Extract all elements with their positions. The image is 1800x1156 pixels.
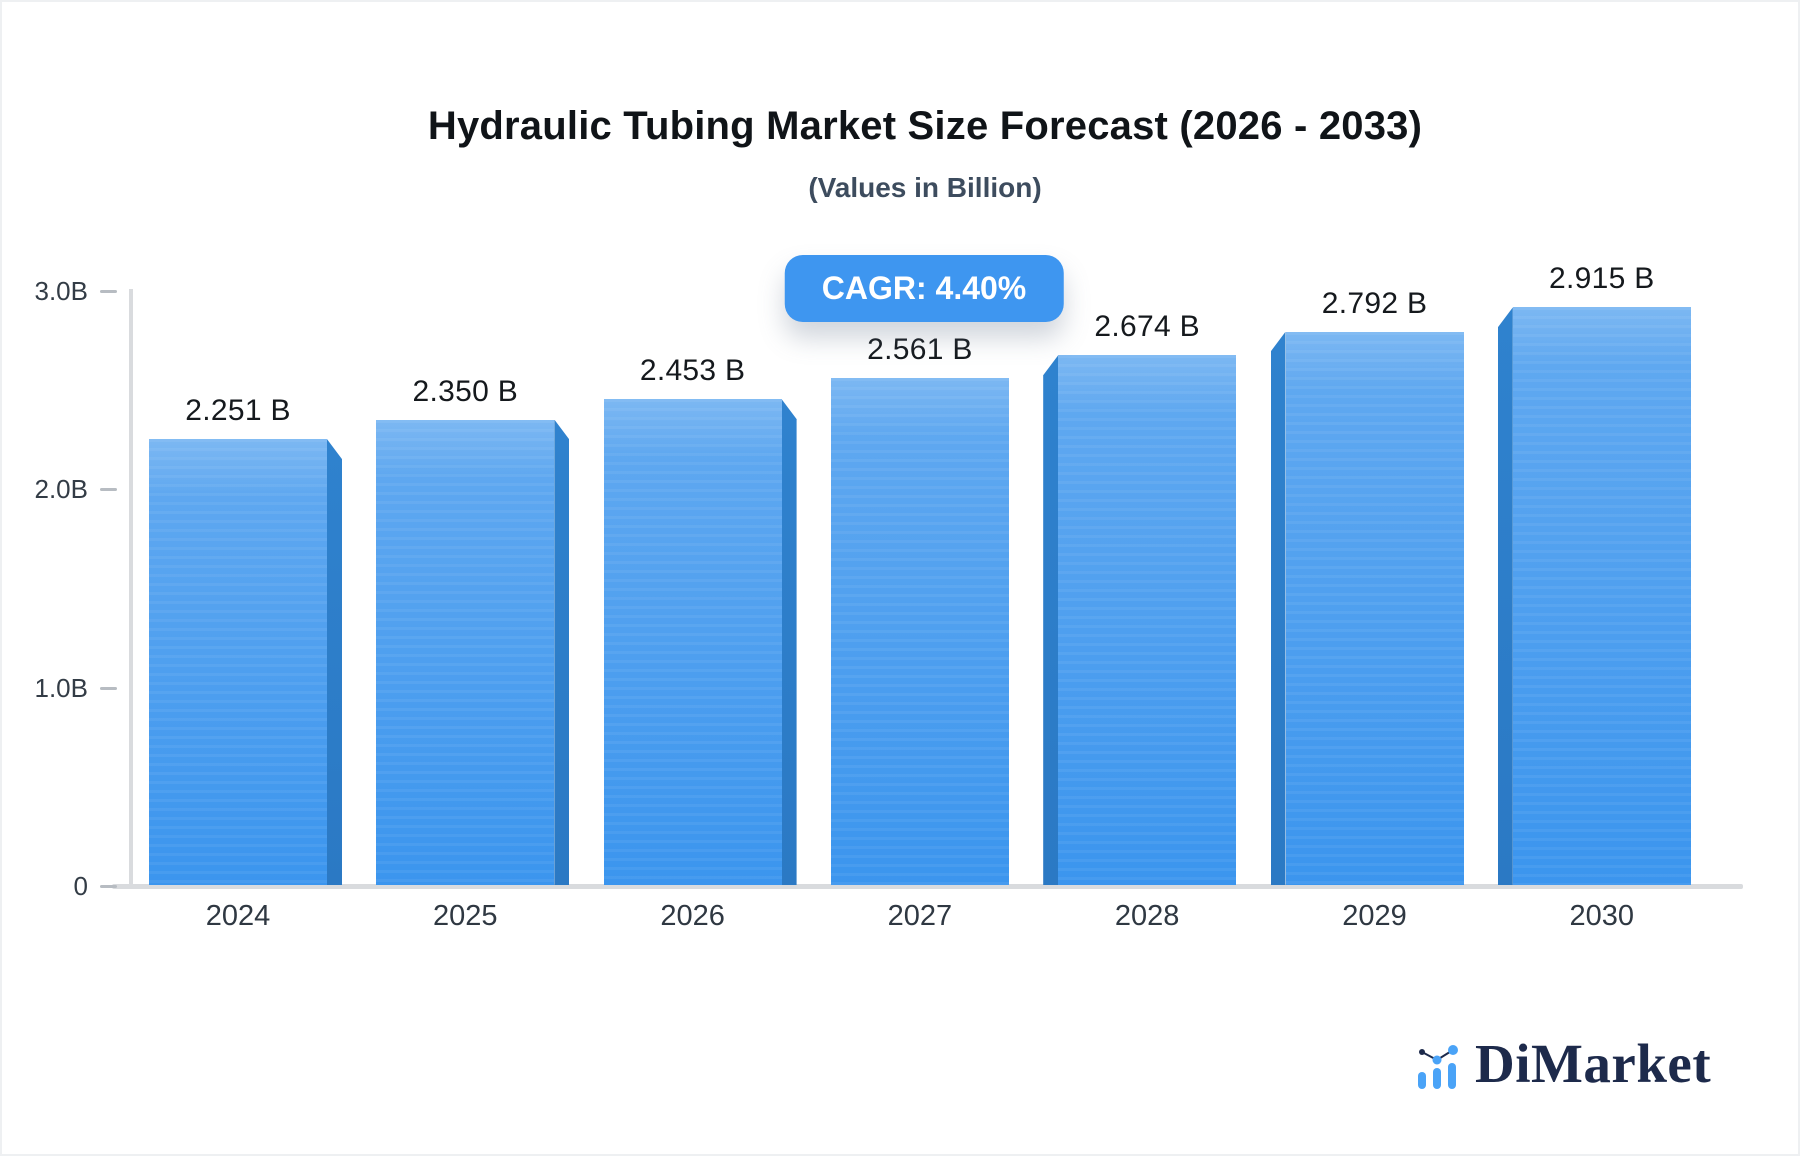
y-axis-line [129,289,133,888]
bar-2030-side-face [1497,307,1513,885]
bar-value-label-2029: 2.792 B [1321,286,1428,320]
bar-2027 [830,377,1009,885]
bar-value-label-2025: 2.350 B [412,374,519,408]
x-axis-line [112,884,1743,889]
bar-2024 [149,439,327,885]
y-tick-label: 3.0B [34,275,89,306]
logo-text: DiMarket [1475,1033,1712,1094]
y-tick-label: 0 [73,871,88,901]
chart-subtitle: (Values in Billion) [808,172,1042,203]
y-tick-dash [100,686,117,690]
chart-title: Hydraulic Tubing Market Size Forecast (2… [427,104,1423,148]
x-tick-label-2024: 2024 [205,900,271,932]
bar-value-label-2027: 2.561 B [867,332,973,366]
y-tick-label: 2.0B [34,474,89,504]
bar-value-label-2026: 2.453 B [639,354,746,388]
bar-2025 [376,419,555,885]
x-tick-label-2027: 2027 [887,900,953,932]
bar-2030 [1512,307,1691,885]
x-tick-label-2028: 2028 [1114,900,1180,932]
brand-logo: DiMarket [1416,1036,1711,1097]
bar-2029-side-face [1270,331,1286,885]
bar-2025-side-face [554,419,570,885]
bar-2026 [603,399,782,885]
bar-2028-side-face [1043,355,1059,885]
bar-2026-side-face [781,399,797,885]
bar-value-label-2028: 2.674 B [1094,310,1200,344]
y-tick-dash [100,488,117,491]
x-tick-label-2026: 2026 [660,900,725,932]
y-tick-dash [100,289,117,293]
x-tick-label-2030: 2030 [1569,900,1635,932]
x-tick-label-2029: 2029 [1342,900,1407,932]
bar-2024-side-face [327,439,342,885]
y-tick-dash [100,885,117,888]
cagr-badge: CAGR: 4.40% [784,255,1064,322]
x-tick-label-2025: 2025 [433,900,498,932]
logo-mini-bar-chart-icon [1418,1044,1458,1089]
bar-2029 [1285,331,1464,885]
bar-value-label-2024: 2.251 B [185,394,291,428]
bar-value-label-2030: 2.915 B [1549,262,1655,296]
bar-2028 [1058,355,1237,885]
y-tick-label: 1.0B [34,672,89,703]
